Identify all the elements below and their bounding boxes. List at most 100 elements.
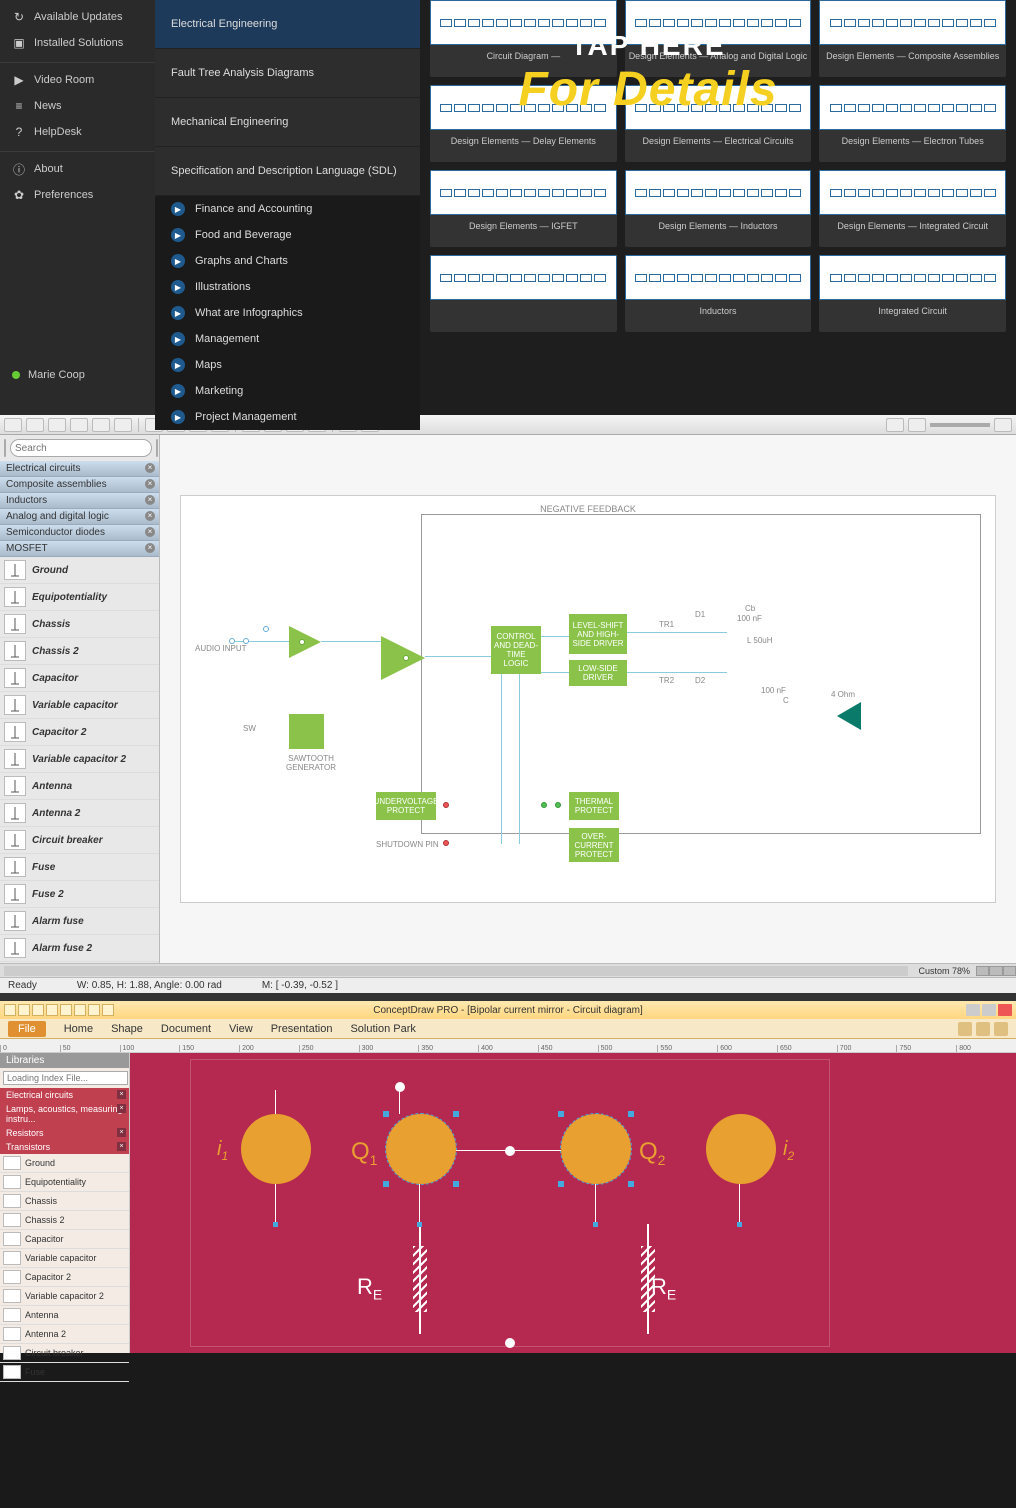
library-item[interactable]: Circuit breaker bbox=[0, 1344, 129, 1363]
tool-ellipse-icon[interactable] bbox=[70, 418, 88, 432]
zoom-out-icon[interactable] bbox=[886, 418, 904, 432]
sel-handle[interactable] bbox=[628, 1181, 634, 1187]
close-icon[interactable]: × bbox=[145, 527, 155, 537]
card[interactable]: Design Elements — IGFET bbox=[430, 170, 617, 247]
canvas[interactable]: NEGATIVE FEEDBACK AUDIO INPUT CONTROL AN… bbox=[160, 435, 1016, 963]
close-icon[interactable]: × bbox=[145, 479, 155, 489]
card[interactable]: Integrated Circuit bbox=[819, 255, 1006, 332]
card[interactable]: Design Elements — Delay Elements bbox=[430, 85, 617, 162]
sidebar-item-installed[interactable]: ▣Installed Solutions bbox=[0, 30, 155, 56]
resistor-re2[interactable] bbox=[647, 1224, 649, 1334]
speaker-icon[interactable] bbox=[837, 702, 861, 730]
subcategory-item[interactable]: ▶Maps bbox=[155, 352, 420, 378]
zoom-in-icon[interactable] bbox=[994, 418, 1012, 432]
tool-line-icon[interactable] bbox=[114, 418, 132, 432]
undervoltage-box[interactable]: UNDERVOLTAGE PROTECT bbox=[376, 792, 436, 820]
library-item[interactable]: Ground bbox=[0, 1154, 129, 1173]
sel-handle[interactable] bbox=[383, 1111, 389, 1117]
library-item[interactable]: Ground bbox=[0, 557, 159, 584]
tab-solution[interactable]: Solution Park bbox=[350, 1023, 415, 1035]
library-header[interactable]: Inductors× bbox=[0, 493, 159, 509]
overcurrent-box[interactable]: OVER-CURRENT PROTECT bbox=[569, 828, 619, 862]
library-item[interactable]: Circuit breaker bbox=[0, 827, 159, 854]
library-header[interactable]: Electrical circuits× bbox=[0, 461, 159, 477]
tool-pointer-icon[interactable] bbox=[4, 418, 22, 432]
sidebar-item-prefs[interactable]: ✿Preferences bbox=[0, 182, 155, 208]
maximize-button[interactable] bbox=[982, 1004, 996, 1016]
sidebar-item-updates[interactable]: ↻Available Updates bbox=[0, 4, 155, 30]
zoom-fit-icon[interactable] bbox=[908, 418, 926, 432]
library-item[interactable]: Circular generic component bbox=[0, 962, 159, 963]
category-mechanical[interactable]: Mechanical Engineering bbox=[155, 98, 420, 147]
tab-presentation[interactable]: Presentation bbox=[271, 1023, 333, 1035]
card[interactable]: Design Elements — Inductors bbox=[625, 170, 812, 247]
sidebar-item-helpdesk[interactable]: ?HelpDesk bbox=[0, 119, 155, 145]
library-item[interactable]: Variable capacitor 2 bbox=[0, 746, 159, 773]
qat-icon[interactable] bbox=[74, 1004, 86, 1016]
close-icon[interactable]: × bbox=[145, 511, 155, 521]
control-box[interactable]: CONTROL AND DEAD-TIME LOGIC bbox=[491, 626, 541, 674]
sel-handle[interactable] bbox=[383, 1181, 389, 1187]
view-btn[interactable] bbox=[989, 966, 1002, 976]
search-input[interactable] bbox=[10, 439, 152, 457]
close-button[interactable] bbox=[998, 1004, 1012, 1016]
sidebar-item-news[interactable]: ≡News bbox=[0, 93, 155, 119]
view-btn[interactable] bbox=[1003, 966, 1016, 976]
library-item[interactable]: Variable capacitor bbox=[0, 1249, 129, 1268]
sawtooth-box[interactable] bbox=[289, 714, 324, 749]
library-item[interactable]: Equipotentiality bbox=[0, 584, 159, 611]
view-btn[interactable] bbox=[976, 966, 989, 976]
view-toggle-icon[interactable] bbox=[4, 439, 6, 457]
sel-handle[interactable] bbox=[453, 1181, 459, 1187]
subcategory-item[interactable]: ▶Food and Beverage bbox=[155, 222, 420, 248]
sel-handle[interactable] bbox=[558, 1181, 564, 1187]
sidebar-item-about[interactable]: ⓘAbout bbox=[0, 151, 155, 182]
library-item[interactable]: Antenna 2 bbox=[0, 1325, 129, 1344]
close-icon[interactable]: × bbox=[145, 463, 155, 473]
subcategory-item[interactable]: ▶Marketing bbox=[155, 378, 420, 404]
library-item[interactable]: Alarm fuse bbox=[0, 908, 159, 935]
close-icon[interactable]: × bbox=[145, 543, 155, 553]
subcategory-item[interactable]: ▶Finance and Accounting bbox=[155, 196, 420, 222]
library-header[interactable]: Semiconductor diodes× bbox=[0, 525, 159, 541]
tab-document[interactable]: Document bbox=[161, 1023, 211, 1035]
library-item[interactable]: Alarm fuse 2 bbox=[0, 935, 159, 962]
minimize-button[interactable] bbox=[966, 1004, 980, 1016]
opamp-2[interactable] bbox=[381, 636, 425, 680]
sidebar-item-video[interactable]: ▶Video Room bbox=[0, 62, 155, 93]
close-icon[interactable]: × bbox=[117, 1104, 126, 1113]
subcategory-item[interactable]: ▶Management bbox=[155, 326, 420, 352]
resistor-re1[interactable] bbox=[419, 1224, 421, 1334]
close-icon[interactable]: × bbox=[145, 495, 155, 505]
subcategory-item[interactable]: ▶Project Management bbox=[155, 404, 420, 430]
low-side-box[interactable]: LOW-SIDE DRIVER bbox=[569, 660, 627, 686]
close-icon[interactable]: × bbox=[117, 1128, 126, 1137]
level-shift-box[interactable]: LEVEL-SHIFT AND HIGH-SIDE DRIVER bbox=[569, 614, 627, 654]
transistor-q2[interactable] bbox=[561, 1114, 631, 1184]
library-header[interactable]: Resistors× bbox=[0, 1126, 129, 1140]
library-header[interactable]: Analog and digital logic× bbox=[0, 509, 159, 525]
library-header[interactable]: MOSFET× bbox=[0, 541, 159, 557]
transistor[interactable] bbox=[241, 1114, 311, 1184]
tab-view[interactable]: View bbox=[229, 1023, 253, 1035]
qat-icon[interactable] bbox=[32, 1004, 44, 1016]
category-electrical[interactable]: Electrical Engineering bbox=[155, 0, 420, 49]
tool-rect-icon[interactable] bbox=[48, 418, 66, 432]
search-input[interactable] bbox=[3, 1071, 128, 1085]
library-item[interactable]: Chassis bbox=[0, 611, 159, 638]
library-item[interactable]: Chassis 2 bbox=[0, 1211, 129, 1230]
doc-close-icon[interactable] bbox=[994, 1022, 1008, 1036]
qat-icon[interactable] bbox=[4, 1004, 16, 1016]
library-header[interactable]: Electrical circuits× bbox=[0, 1088, 129, 1102]
category-fault-tree[interactable]: Fault Tree Analysis Diagrams bbox=[155, 49, 420, 98]
library-item[interactable]: Capacitor bbox=[0, 665, 159, 692]
card[interactable]: Design Elements — Electrical Circuits bbox=[625, 85, 812, 162]
library-item[interactable]: Antenna bbox=[0, 1306, 129, 1325]
zoom-slider[interactable] bbox=[930, 423, 990, 427]
scroll-track[interactable] bbox=[4, 966, 908, 976]
sel-handle[interactable] bbox=[558, 1111, 564, 1117]
card[interactable]: Design Elements — Integrated Circuit bbox=[819, 170, 1006, 247]
search-icon[interactable] bbox=[156, 439, 158, 457]
library-item[interactable]: Variable capacitor bbox=[0, 692, 159, 719]
library-item[interactable]: Chassis bbox=[0, 1192, 129, 1211]
